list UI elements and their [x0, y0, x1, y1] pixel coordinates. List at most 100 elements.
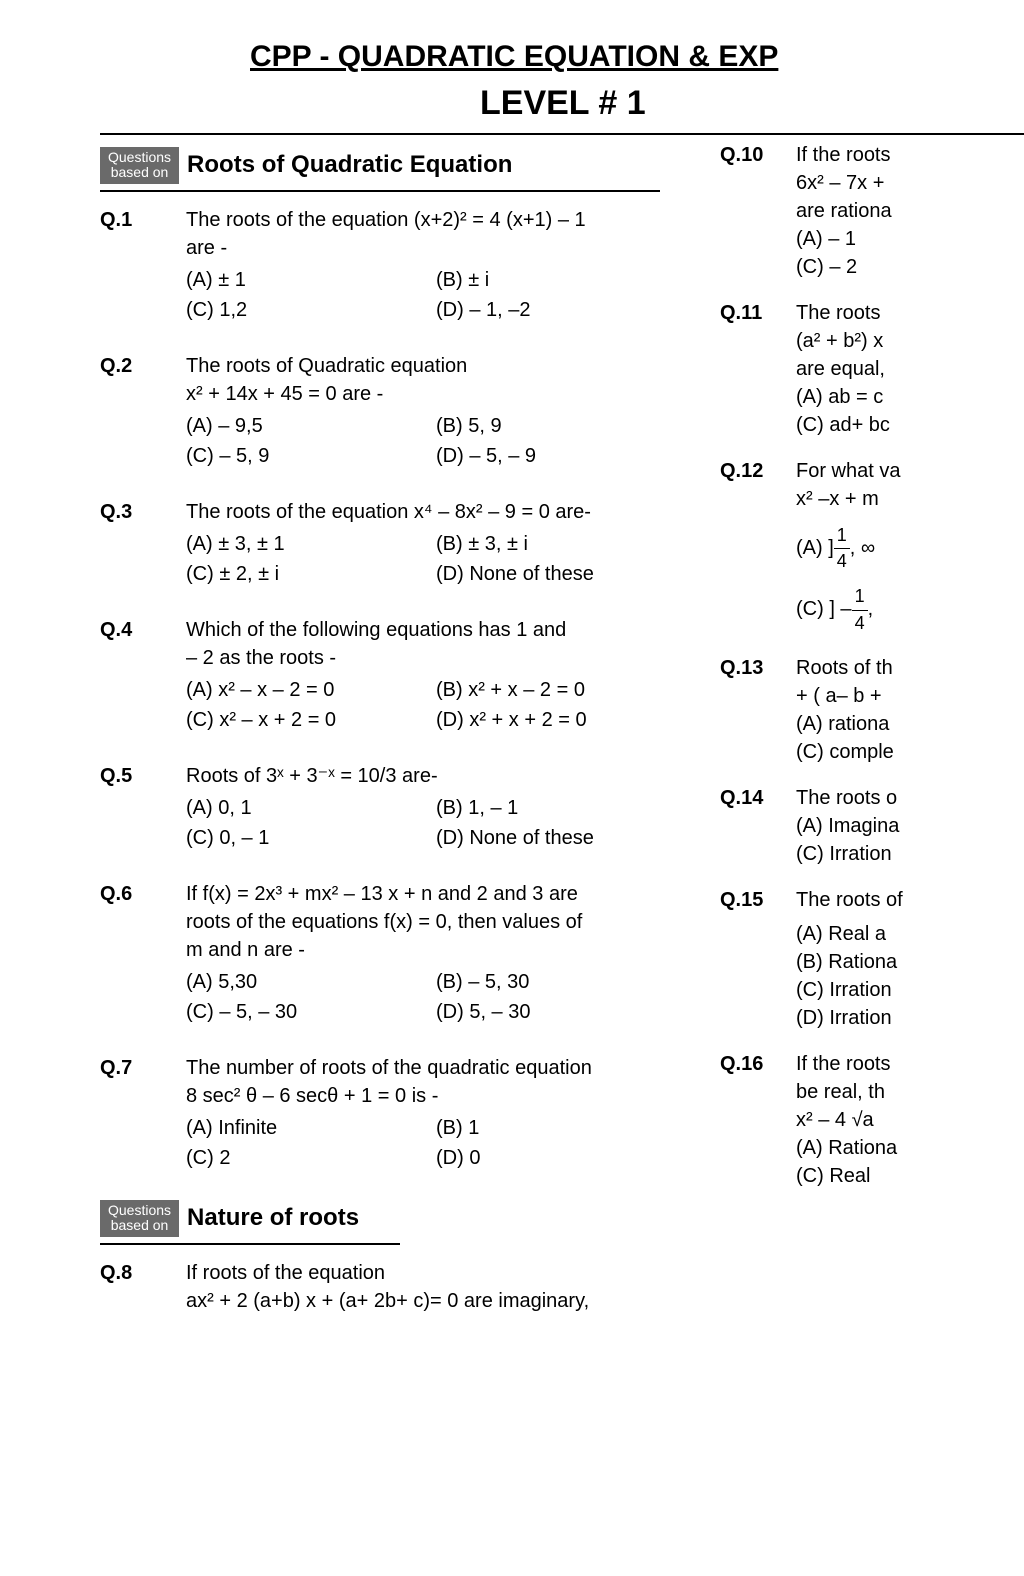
opt-a: (A) ± 1: [186, 266, 436, 294]
qbody: If the roots 6x² – 7x + are rationa (A) …: [796, 141, 1024, 281]
question-14: Q.14 The roots o (A) Imagina (C) Irratio…: [720, 784, 1024, 868]
section-title: Nature of roots: [187, 1204, 359, 1232]
section-header-roots: Questions based on Roots of Quadratic Eq…: [100, 147, 720, 184]
opt-b: (B) ± i: [436, 266, 686, 294]
qbody: If f(x) = 2x³ + mx² – 13 x + n and 2 and…: [186, 880, 720, 1028]
fraction-icon: 14: [852, 584, 868, 635]
qbody: The roots o (A) Imagina (C) Irration: [796, 784, 1024, 868]
qtext: The roots of: [796, 886, 1024, 914]
opt-a: (A) – 1: [796, 225, 1024, 253]
qtext: If f(x) = 2x³ + mx² – 13 x + n and 2 and…: [186, 880, 720, 908]
opt-c: (C) ± 2, ± i: [186, 560, 436, 588]
opt-d: (D) – 1, –2: [436, 296, 686, 324]
opt-d: (D) x² + x + 2 = 0: [436, 706, 686, 734]
content-columns: Questions based on Roots of Quadratic Eq…: [100, 141, 1024, 1315]
qbody: If the roots be real, th x² – 4 √a (A) R…: [796, 1050, 1024, 1190]
qnum: Q.1: [100, 206, 186, 326]
qbody: Which of the following equations has 1 a…: [186, 616, 720, 736]
opt-b: (B) 5, 9: [436, 412, 686, 440]
question-10: Q.10 If the roots 6x² – 7x + are rationa…: [720, 141, 1024, 281]
opt-c: (C) ] –14,: [796, 584, 1024, 635]
opt-c-post: ,: [868, 598, 874, 620]
opt-c: (C) – 5, 9: [186, 442, 436, 470]
options: (A) ± 1 (B) ± i (C) 1,2 (D) – 1, –2: [186, 266, 720, 326]
left-column: Questions based on Roots of Quadratic Eq…: [100, 141, 720, 1315]
qnum: Q.4: [100, 616, 186, 736]
qbody: The roots of the equation (x+2)² = 4 (x+…: [186, 206, 720, 326]
qbody: The roots (a² + b²) x are equal, (A) ab …: [796, 299, 1024, 439]
qbody: If roots of the equation ax² + 2 (a+b) x…: [186, 1259, 720, 1315]
qtext: m and n are -: [186, 936, 720, 964]
qbody: Roots of th + ( a– b + (A) rationa (C) c…: [796, 654, 1024, 766]
opt-a: (A) 0, 1: [186, 794, 436, 822]
options: (A) Infinite (B) 1 (C) 2 (D) 0: [186, 1114, 720, 1174]
qtext: The roots o: [796, 784, 1024, 812]
qtext: ax² + 2 (a+b) x + (a+ 2b+ c)= 0 are imag…: [186, 1287, 720, 1315]
fraction-icon: 14: [834, 523, 850, 574]
badge-line2: based on: [108, 1218, 171, 1233]
opt-a-pre: (A) ]: [796, 537, 834, 559]
qtext: Which of the following equations has 1 a…: [186, 616, 720, 644]
qtext: x² – 4 √a: [796, 1106, 1024, 1134]
opt-a: (A) 5,30: [186, 968, 436, 996]
qtext: are -: [186, 234, 720, 262]
qtext: (a² + b²) x: [796, 327, 1024, 355]
section-underline: [100, 190, 660, 192]
questions-badge: Questions based on: [100, 1200, 179, 1237]
qnum: Q.14: [720, 784, 796, 868]
opt-b: (B) 1, – 1: [436, 794, 686, 822]
opt-a: (A) ± 3, ± 1: [186, 530, 436, 558]
question-4: Q.4 Which of the following equations has…: [100, 616, 720, 736]
qtext: 8 sec² θ – 6 secθ + 1 = 0 is -: [186, 1082, 720, 1110]
section-header-nature: Questions based on Nature of roots: [100, 1200, 720, 1237]
options: (A) 5,30 (B) – 5, 30 (C) – 5, – 30 (D) 5…: [186, 968, 720, 1028]
options: (A) – 9,5 (B) 5, 9 (C) – 5, 9 (D) – 5, –…: [186, 412, 720, 472]
qtext: If the roots: [796, 1050, 1024, 1078]
qnum: Q.2: [100, 352, 186, 472]
qnum: Q.5: [100, 762, 186, 854]
opt-a: (A) Real a: [796, 920, 1024, 948]
opt-b: (B) 1: [436, 1114, 686, 1142]
opt-a: (A) – 9,5: [186, 412, 436, 440]
question-2: Q.2 The roots of Quadratic equation x² +…: [100, 352, 720, 472]
qtext: The roots of Quadratic equation: [186, 352, 720, 380]
question-5: Q.5 Roots of 3ˣ + 3⁻ˣ = 10/3 are- (A) 0,…: [100, 762, 720, 854]
question-7: Q.7 The number of roots of the quadratic…: [100, 1054, 720, 1174]
opt-c: (C) Real: [796, 1162, 1024, 1190]
opt-d: (D) None of these: [436, 560, 686, 588]
options: (A) x² – x – 2 = 0 (B) x² + x – 2 = 0 (C…: [186, 676, 720, 736]
qnum: Q.13: [720, 654, 796, 766]
opt-c: (C) 1,2: [186, 296, 436, 324]
qtext: x² + 14x + 45 = 0 are -: [186, 380, 720, 408]
opt-a: (A) x² – x – 2 = 0: [186, 676, 436, 704]
qbody: The roots of Quadratic equation x² + 14x…: [186, 352, 720, 472]
qtext: The roots of the equation (x+2)² = 4 (x+…: [186, 206, 720, 234]
qtext: are equal,: [796, 355, 1024, 383]
question-3: Q.3 The roots of the equation x⁴ – 8x² –…: [100, 498, 720, 590]
options: (A) ± 3, ± 1 (B) ± 3, ± i (C) ± 2, ± i (…: [186, 530, 720, 590]
qtext: The roots: [796, 299, 1024, 327]
section-title: Roots of Quadratic Equation: [187, 151, 512, 179]
question-16: Q.16 If the roots be real, th x² – 4 √a …: [720, 1050, 1024, 1190]
qtext: If roots of the equation: [186, 1259, 720, 1287]
opt-c: (C) Irration: [796, 976, 1024, 1004]
opt-a: (A) rationa: [796, 710, 1024, 738]
qnum: Q.10: [720, 141, 796, 281]
opt-c: (C) 2: [186, 1144, 436, 1172]
qtext: + ( a– b +: [796, 682, 1024, 710]
qtext: 6x² – 7x +: [796, 169, 1024, 197]
qtext: Roots of th: [796, 654, 1024, 682]
opt-c: (C) Irration: [796, 840, 1024, 868]
section-underline: [100, 1243, 400, 1245]
frac-den: 4: [852, 611, 868, 636]
question-1: Q.1 The roots of the equation (x+2)² = 4…: [100, 206, 720, 326]
badge-line2: based on: [108, 165, 171, 180]
opt-b: (B) x² + x – 2 = 0: [436, 676, 686, 704]
qbody: The roots of (A) Real a (B) Rationa (C) …: [796, 886, 1024, 1032]
qtext: are rationa: [796, 197, 1024, 225]
frac-den: 4: [834, 549, 850, 574]
opt-d: (D) – 5, – 9: [436, 442, 686, 470]
question-6: Q.6 If f(x) = 2x³ + mx² – 13 x + n and 2…: [100, 880, 720, 1028]
opt-c: (C) – 2: [796, 253, 1024, 281]
opt-b: (B) – 5, 30: [436, 968, 686, 996]
